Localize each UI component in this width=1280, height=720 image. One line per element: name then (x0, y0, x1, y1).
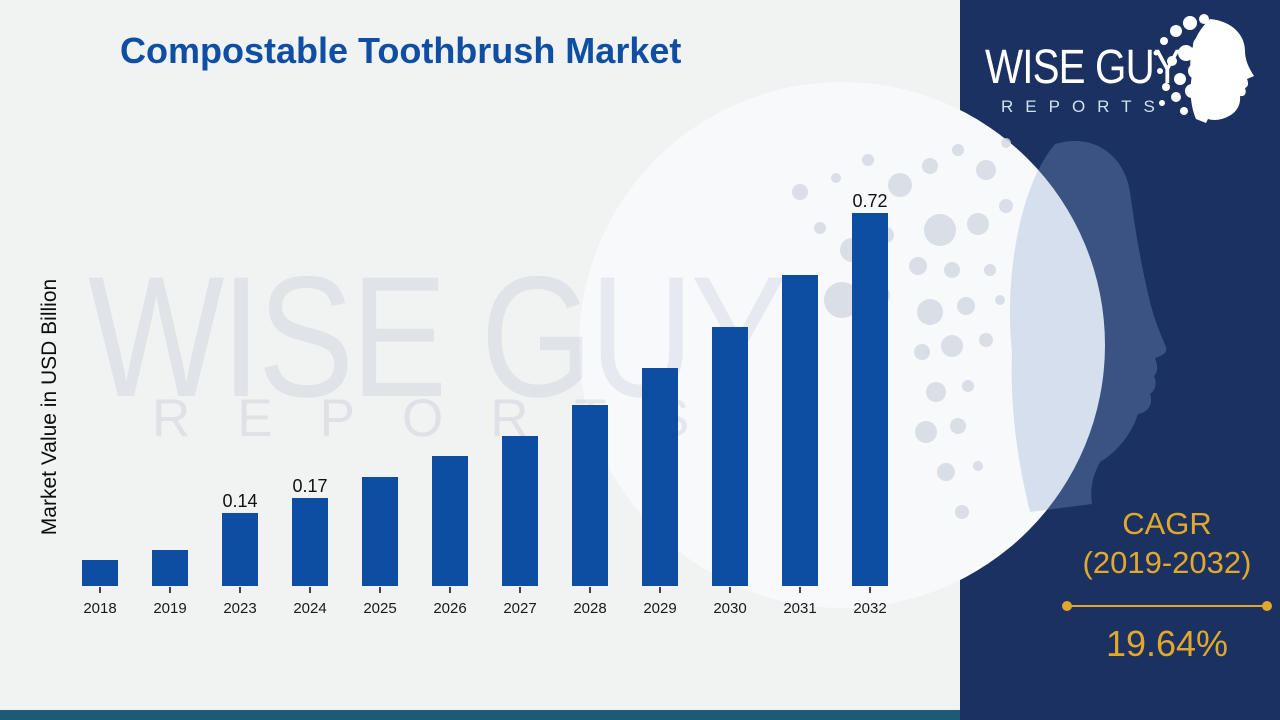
bar-slot: 2026 (415, 186, 485, 617)
y-axis-label: Market Value in USD Billion (38, 278, 61, 536)
bar-slot: 2018 (65, 186, 135, 617)
x-axis-tick (309, 587, 311, 593)
x-axis-tick-label: 2027 (503, 600, 537, 617)
bar-2027 (502, 436, 538, 586)
bar-value-label: 0.14 (222, 491, 258, 511)
bar-chart: 2018 2019 0.14 2023 0.17 2024 2025 2026 2027 2028… (65, 186, 905, 617)
x-axis-tick (169, 587, 171, 593)
cagr-divider-line (1062, 600, 1272, 611)
brand-reports-text: REPORTS (1001, 97, 1167, 116)
bar-slot: 0.14 2023 (205, 186, 275, 617)
x-axis-tick-label: 2018 (83, 600, 117, 617)
bar-2019 (152, 550, 188, 586)
brand-logo: WISE GUY REPORTS (985, 40, 1217, 117)
bar-slot: 2031 (765, 186, 835, 617)
bar-2032 (852, 213, 888, 586)
head-profile-watermark (1009, 140, 1167, 512)
bar-2018 (82, 560, 118, 586)
x-axis-tick-label: 2025 (363, 600, 397, 617)
cagr-block: CAGR (2019-2032) 19.64% (1058, 505, 1276, 665)
x-axis-tick (799, 587, 801, 593)
brand-head-icon (1153, 14, 1254, 123)
bar-value-label: 0.17 (292, 476, 328, 496)
bar-slot: 0.17 2024 (275, 186, 345, 617)
x-axis-tick-label: 2028 (573, 600, 607, 617)
x-axis-tick-label: 2032 (853, 600, 887, 617)
x-axis-tick (729, 587, 731, 593)
x-axis-tick-label: 2029 (643, 600, 677, 617)
x-axis-tick (519, 587, 521, 593)
x-axis-tick (99, 587, 101, 593)
x-axis-tick (239, 587, 241, 593)
bar-slot: 2027 (485, 186, 555, 617)
x-axis-tick-label: 2030 (713, 600, 747, 617)
bar-slot: 2030 (695, 186, 765, 617)
bar-2024 (292, 498, 328, 586)
brand-wordmark: WISE GUY (985, 41, 1181, 94)
bar-2023 (222, 513, 258, 586)
bar-2026 (432, 456, 468, 586)
bar-2031 (782, 275, 818, 586)
bar-slot: 2029 (625, 186, 695, 617)
footer-accent-strip (0, 710, 960, 720)
cagr-label: CAGR (1122, 506, 1212, 541)
x-axis-tick (449, 587, 451, 593)
bar-slot: 2019 (135, 186, 205, 617)
x-axis-tick-label: 2026 (433, 600, 467, 617)
x-axis-tick-label: 2031 (783, 600, 817, 617)
x-axis-tick-label: 2024 (293, 600, 327, 617)
bar-2029 (642, 368, 678, 586)
x-axis-tick-label: 2019 (153, 600, 187, 617)
x-axis-tick (379, 587, 381, 593)
bar-slot: 2028 (555, 186, 625, 617)
bar-slot: 2025 (345, 186, 415, 617)
bar-slot: 0.72 2032 (835, 186, 905, 617)
cagr-range: (2019-2032) (1082, 544, 1252, 580)
x-axis-tick-label: 2023 (223, 600, 257, 617)
bar-2030 (712, 327, 748, 586)
bar-value-label: 0.72 (852, 191, 888, 211)
bar-2028 (572, 405, 608, 586)
chart-title: Compostable Toothbrush Market (120, 30, 682, 71)
x-axis-tick (869, 587, 871, 593)
bar-2025 (362, 477, 398, 586)
x-axis-tick (659, 587, 661, 593)
x-axis-tick (589, 587, 591, 593)
cagr-value: 19.64% (1105, 622, 1229, 664)
